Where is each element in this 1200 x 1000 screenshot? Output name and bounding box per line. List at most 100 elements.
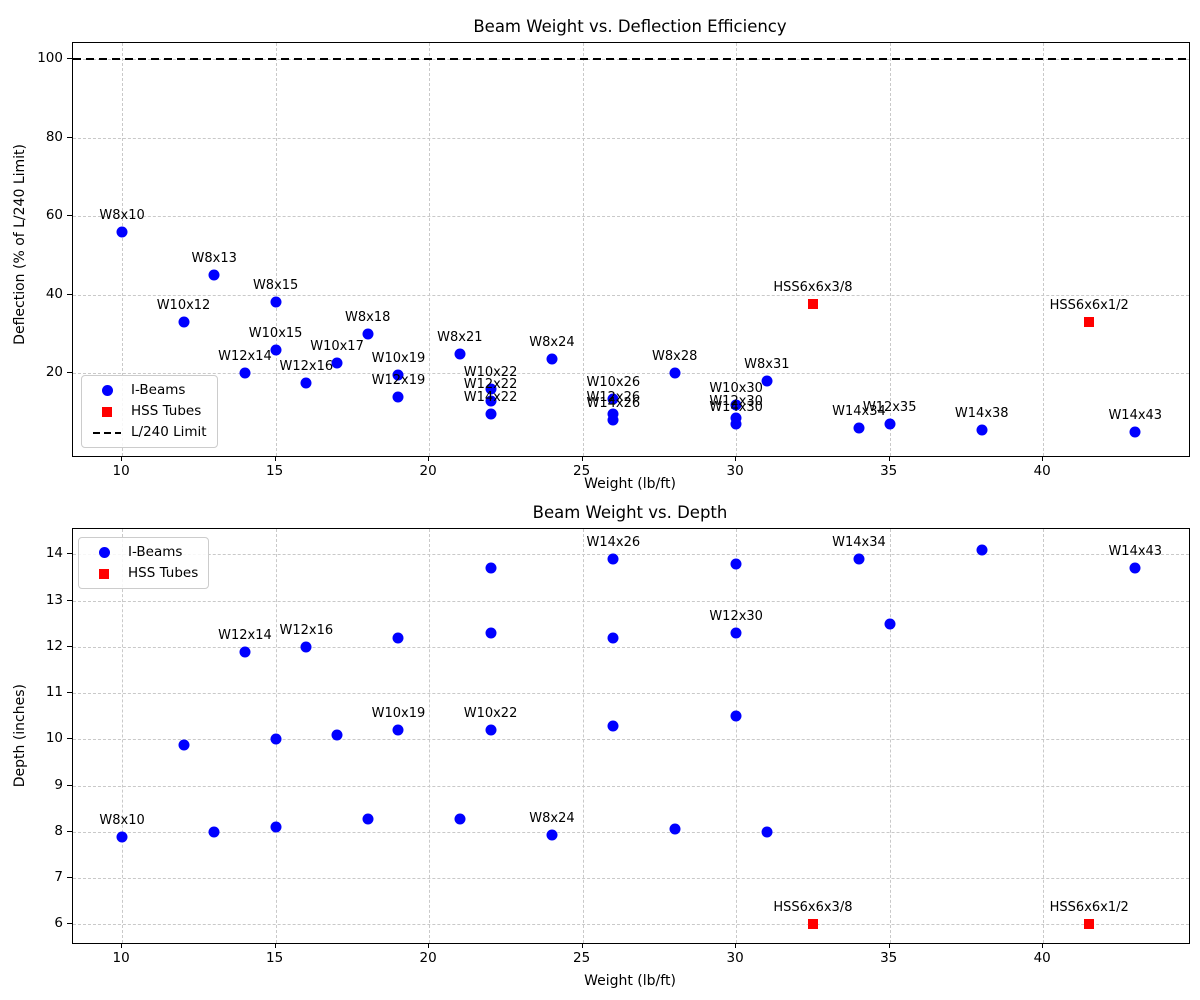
- point-label-W12x30: W12x30: [709, 609, 763, 625]
- data-point-W10x19: [392, 369, 404, 381]
- x-tick-mark-25: [581, 456, 583, 461]
- point-label-W14x26: W14x26: [586, 396, 641, 412]
- point-label-W12x26: W12x26: [586, 390, 641, 406]
- dash-legend-icon: [92, 431, 122, 434]
- grid-line-y-80: [73, 137, 1189, 139]
- chart-deflection-title: Beam Weight vs. Deflection Efficiency: [473, 17, 787, 36]
- data-point-W12x26: [607, 408, 619, 420]
- y-tick-mark-20: [67, 372, 72, 374]
- data-point-W14x26: [607, 414, 619, 426]
- y-tick-label-20: 20: [45, 364, 63, 381]
- point-label-W8x21: W8x21: [437, 329, 483, 345]
- grid-line-x-25: [582, 43, 584, 456]
- deflection-x-axis-label: Weight (lb/ft): [584, 476, 676, 492]
- y-tick-label-9: 9: [54, 776, 63, 793]
- plot-area-depth: W8x10 W12x14 W12x16 W10x19 W10x22 W8x24 W14x26…: [72, 528, 1190, 944]
- point-label-W14x30: W14x30: [709, 400, 763, 416]
- y-tick-mark-9: [67, 784, 72, 786]
- grid-line-x-15: [275, 43, 277, 456]
- point-label-W14x43: W14x43: [1108, 408, 1163, 424]
- legend-label: HSS Tubes: [131, 403, 202, 419]
- data-point-W8x28: [669, 367, 681, 379]
- point-label-W8x28: W8x28: [652, 349, 698, 365]
- y-tick-label-12: 12: [45, 637, 63, 654]
- data-point-W8x21: [454, 348, 466, 360]
- data-point-HSS6x6x1-2: [1084, 919, 1095, 930]
- depth-x-axis-label: Weight (lb/ft): [584, 973, 676, 989]
- y-tick-label-6: 6: [54, 915, 63, 932]
- y-tick-mark-7: [67, 877, 72, 879]
- grid-line-y-7: [73, 878, 1189, 880]
- point-label-W12x14: W12x14: [218, 349, 272, 365]
- data-point-W10x12: [178, 316, 190, 328]
- data-point-W10x22: [485, 383, 497, 395]
- grid-line-x-30: [736, 529, 738, 943]
- data-point-W8x21: [454, 813, 466, 825]
- data-point-W14x34: [853, 553, 865, 565]
- point-label-W14x26: W14x26: [586, 535, 641, 551]
- x-tick-label-40: 40: [1033, 950, 1051, 966]
- point-label-W10x17: W10x17: [310, 339, 364, 355]
- grid-line-y-10: [73, 739, 1189, 741]
- x-tick-label-30: 30: [726, 463, 744, 479]
- point-label-W10x19: W10x19: [371, 706, 426, 722]
- x-tick-label-15: 15: [266, 950, 284, 966]
- data-point-W10x30: [730, 710, 742, 722]
- data-point-W8x13: [208, 269, 220, 281]
- data-point-W14x26: [607, 553, 619, 565]
- legend: I-Beams HSS Tubes L/240 Limit: [81, 375, 218, 448]
- square-marker: [102, 406, 112, 417]
- y-tick-label-8: 8: [54, 822, 63, 839]
- y-tick-label-7: 7: [54, 869, 63, 886]
- data-point-W12x14: [239, 646, 251, 658]
- point-label-W10x12: W10x12: [156, 298, 211, 314]
- y-tick-label-10: 10: [45, 730, 63, 747]
- y-tick-label-14: 14: [45, 545, 63, 562]
- data-point-W14x43: [1129, 562, 1141, 574]
- x-tick-label-10: 10: [112, 950, 130, 966]
- square-legend-icon: [89, 568, 119, 579]
- grid-line-x-25: [582, 529, 584, 943]
- y-tick-label-100: 100: [37, 50, 63, 67]
- dash-marker: [93, 431, 121, 434]
- point-label-W12x16: W12x16: [279, 623, 334, 639]
- grid-line-x-20: [429, 43, 431, 456]
- plot-area-deflection: W8x10 W10x12 W8x13 W12x14 W8x15 W10x15 W12x16 W…: [72, 42, 1190, 457]
- grid-line-y-14: [73, 554, 1189, 556]
- grid-line-x-10: [122, 529, 124, 943]
- data-point-W14x22: [485, 562, 497, 574]
- point-label-W8x13: W8x13: [191, 251, 237, 267]
- y-tick-label-40: 40: [45, 285, 63, 302]
- data-point-W12x35: [884, 618, 896, 630]
- x-tick-label-35: 35: [880, 950, 898, 966]
- data-point-W14x43: [1129, 426, 1141, 438]
- y-tick-mark-80: [67, 136, 72, 138]
- y-tick-mark-10: [67, 738, 72, 740]
- point-label-W14x43: W14x43: [1108, 544, 1163, 560]
- data-point-W12x22: [485, 395, 497, 407]
- y-tick-mark-13: [67, 599, 72, 601]
- grid-line-x-20: [429, 529, 431, 943]
- legend-item-hss-tubes: HSS Tubes: [89, 565, 198, 582]
- legend: I-Beams HSS Tubes: [78, 537, 210, 589]
- x-tick-label-15: 15: [266, 463, 284, 479]
- data-point-W14x22: [485, 408, 497, 420]
- data-point-W10x22: [485, 724, 497, 736]
- data-point-W10x15: [270, 344, 282, 356]
- x-tick-label-35: 35: [880, 463, 898, 479]
- y-tick-mark-40: [67, 293, 72, 295]
- data-point-W8x18: [362, 813, 374, 825]
- point-label-W12x19: W12x19: [371, 372, 426, 388]
- grid-line-y-6: [73, 924, 1189, 926]
- point-label-W14x34: W14x34: [832, 535, 886, 551]
- legend-label: L/240 Limit: [131, 424, 207, 440]
- point-label-W14x38: W14x38: [954, 406, 1009, 422]
- x-tick-mark-30: [735, 456, 737, 461]
- square-marker: [99, 568, 109, 579]
- data-point-W10x12: [178, 739, 190, 751]
- y-tick-mark-100: [67, 58, 72, 60]
- point-label-W12x30: W12x30: [709, 394, 763, 410]
- point-label-W8x10: W8x10: [99, 207, 145, 223]
- data-point-W8x28: [669, 823, 681, 835]
